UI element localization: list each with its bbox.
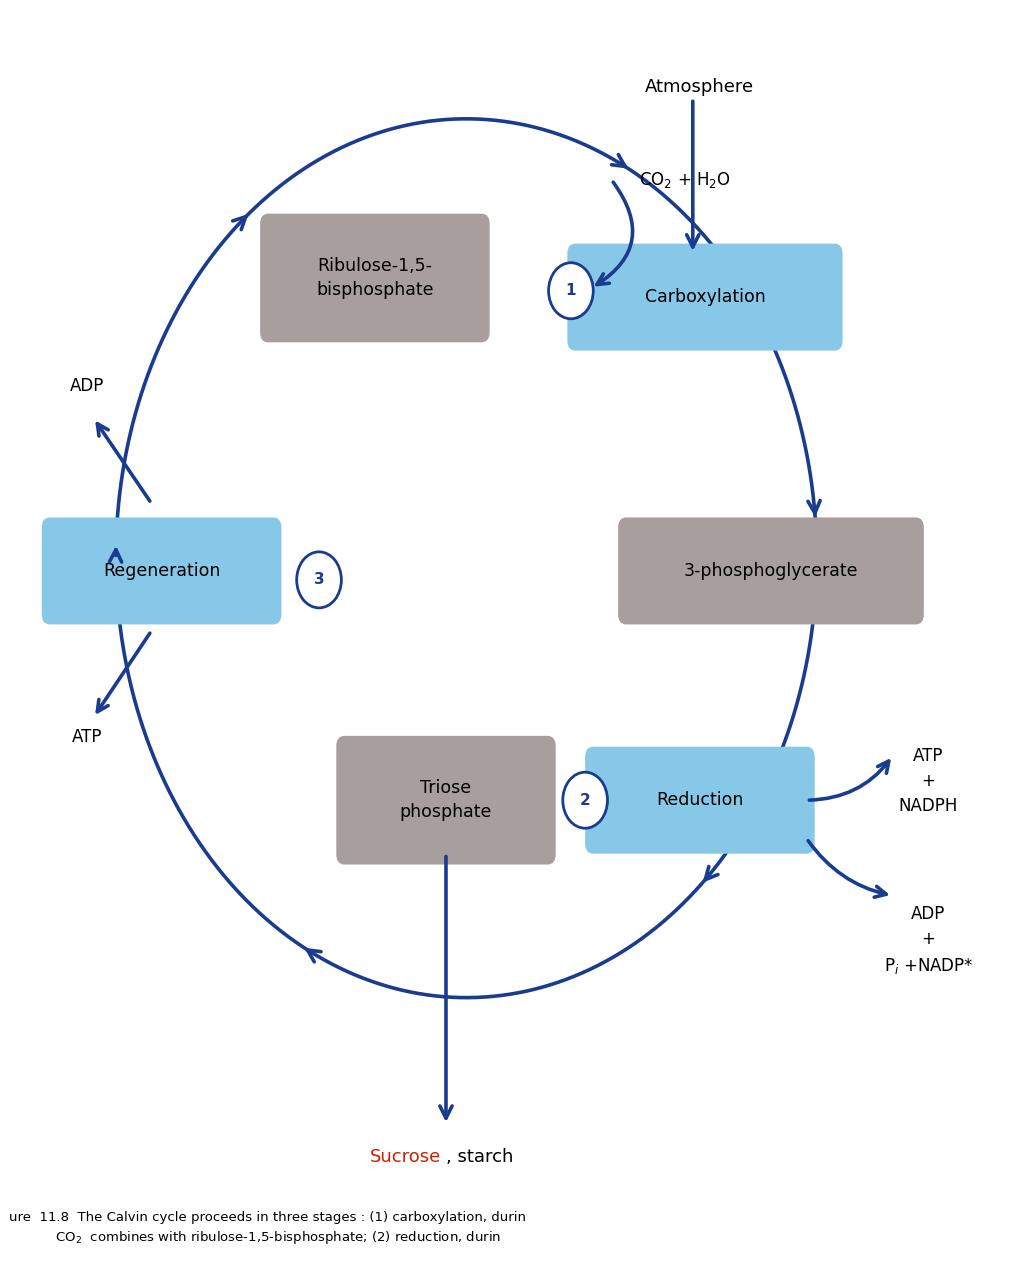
Text: Atmosphere: Atmosphere <box>645 78 755 96</box>
Text: 3: 3 <box>313 572 325 587</box>
Text: 2: 2 <box>580 792 591 808</box>
Text: ure  11.8  The Calvin cycle proceeds in three stages : (1) carboxylation, durin
: ure 11.8 The Calvin cycle proceeds in th… <box>9 1211 526 1246</box>
Text: ATP
+
NADPH: ATP + NADPH <box>899 747 958 815</box>
FancyBboxPatch shape <box>567 244 843 350</box>
FancyBboxPatch shape <box>42 518 282 624</box>
Text: Ribulose-1,5-
bisphosphate: Ribulose-1,5- bisphosphate <box>316 258 433 299</box>
Text: 3-phosphoglycerate: 3-phosphoglycerate <box>684 562 858 579</box>
Text: Triose
phosphate: Triose phosphate <box>399 779 493 820</box>
Text: ADP
+
P$_i$ +NADP*: ADP + P$_i$ +NADP* <box>884 905 973 976</box>
FancyBboxPatch shape <box>618 518 924 624</box>
FancyBboxPatch shape <box>336 736 556 864</box>
Circle shape <box>563 772 607 828</box>
Text: CO$_2$ + H$_2$O: CO$_2$ + H$_2$O <box>639 171 731 190</box>
Text: ATP: ATP <box>73 727 102 746</box>
FancyBboxPatch shape <box>585 746 815 854</box>
Circle shape <box>297 551 341 608</box>
Text: 1: 1 <box>565 283 577 299</box>
Text: ADP: ADP <box>71 377 104 395</box>
Text: Sucrose: Sucrose <box>370 1147 441 1165</box>
Text: , starch: , starch <box>446 1147 513 1165</box>
FancyBboxPatch shape <box>260 214 489 342</box>
Text: Regeneration: Regeneration <box>102 562 220 579</box>
Circle shape <box>549 263 593 319</box>
Text: Carboxylation: Carboxylation <box>644 288 765 306</box>
Text: Reduction: Reduction <box>656 791 743 809</box>
